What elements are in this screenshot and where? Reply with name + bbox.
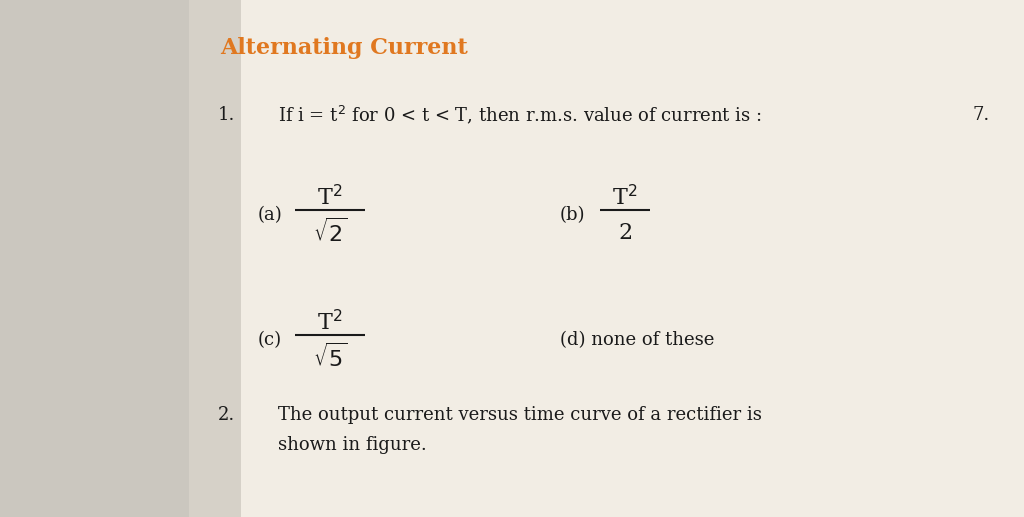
Text: The output current versus time curve of a rectifier is: The output current versus time curve of …: [278, 406, 762, 424]
Text: T$^2$: T$^2$: [612, 186, 638, 210]
Text: T$^2$: T$^2$: [317, 310, 343, 336]
Text: T$^2$: T$^2$: [317, 186, 343, 210]
Text: $\sqrt{5}$: $\sqrt{5}$: [312, 344, 347, 372]
Text: (c): (c): [258, 331, 283, 349]
Text: Alternating Current: Alternating Current: [220, 37, 468, 59]
Text: 1.: 1.: [218, 106, 236, 124]
Text: 7.: 7.: [973, 106, 990, 124]
Text: (a): (a): [258, 206, 283, 224]
Text: shown in figure.: shown in figure.: [278, 436, 427, 454]
Text: 2: 2: [617, 222, 632, 244]
Text: (d) none of these: (d) none of these: [560, 331, 715, 349]
Text: $\sqrt{2}$: $\sqrt{2}$: [312, 219, 347, 247]
Text: (b): (b): [560, 206, 586, 224]
Text: 2.: 2.: [218, 406, 236, 424]
Text: If i = t$^2$ for 0 < t < T, then r.m.s. value of current is :: If i = t$^2$ for 0 < t < T, then r.m.s. …: [278, 104, 762, 126]
